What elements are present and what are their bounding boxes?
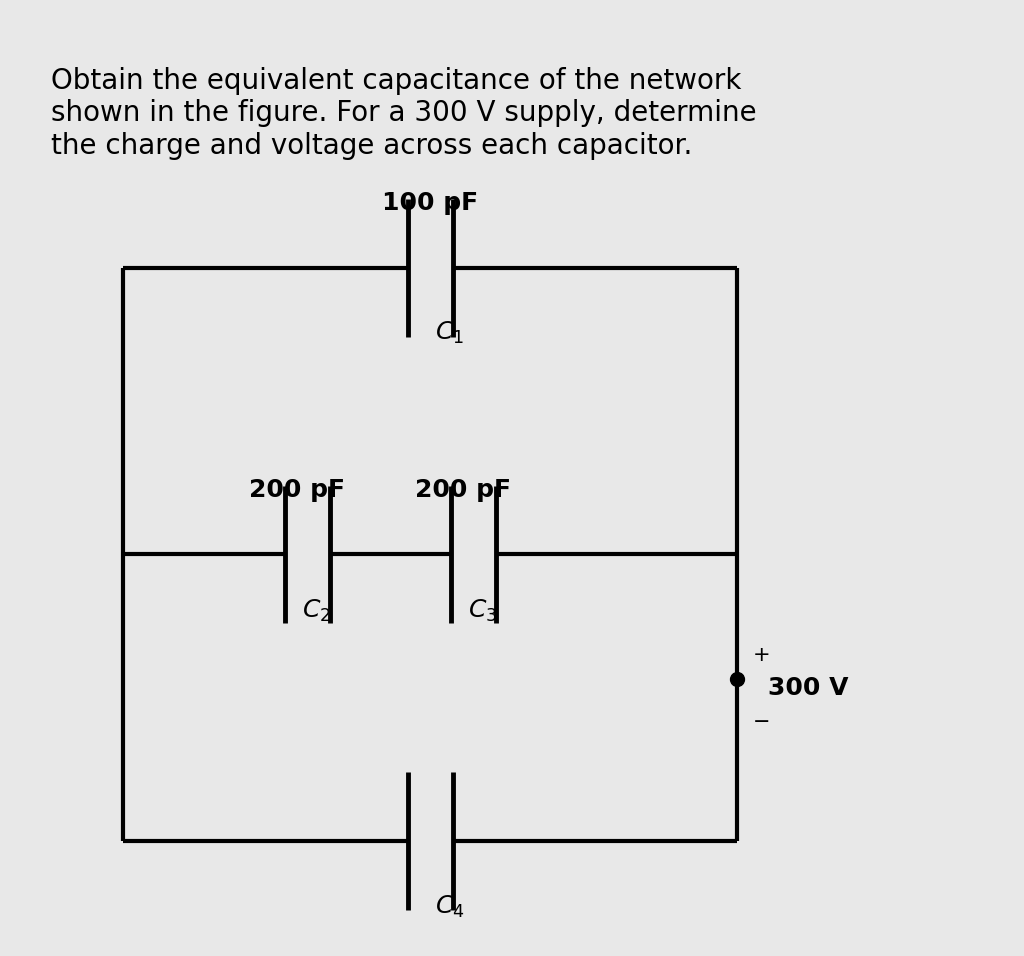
Text: −: − — [753, 712, 770, 731]
Text: 100 pF: 100 pF — [382, 191, 478, 215]
Text: 300 V: 300 V — [768, 676, 849, 701]
Text: 200 pF: 200 pF — [249, 478, 345, 502]
Text: Obtain the equivalent capacitance of the network
shown in the figure. For a 300 : Obtain the equivalent capacitance of the… — [51, 67, 757, 160]
Text: $C_2$: $C_2$ — [302, 598, 331, 623]
Text: $C_3$: $C_3$ — [468, 598, 498, 623]
Text: 200 pF: 200 pF — [415, 478, 511, 502]
Text: $C_4$: $C_4$ — [435, 894, 465, 920]
Text: $C_1$: $C_1$ — [435, 320, 464, 346]
Text: +: + — [753, 645, 770, 664]
